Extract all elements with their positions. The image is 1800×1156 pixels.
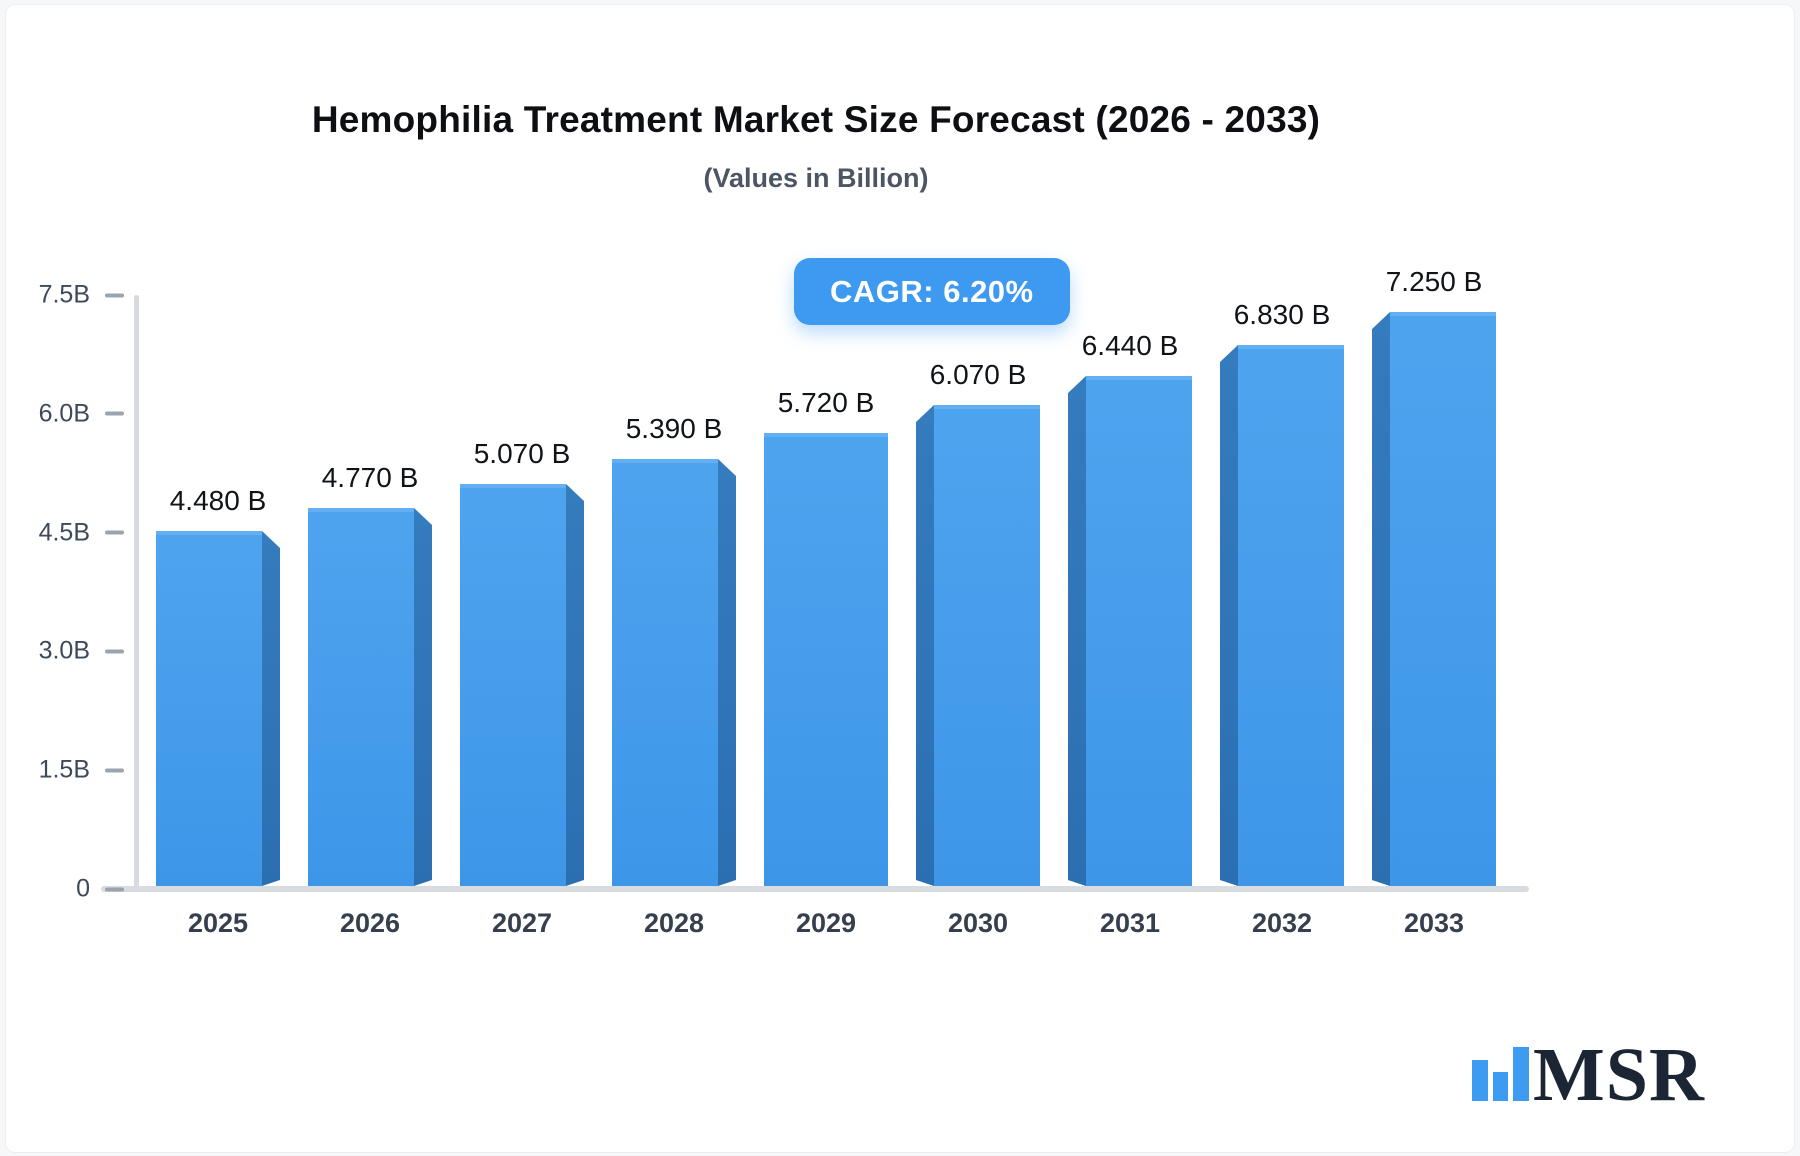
y-axis-tick-label: 6.0B [38,399,90,428]
y-axis-tick-label: 3.0B [38,636,90,665]
bar-side-face [414,508,432,886]
bar-value-label: 4.770 B [321,462,419,493]
y-axis-tick-label: 1.5B [38,755,90,784]
cagr-badge-label: CAGR: 6.20% [830,273,1034,309]
bar-side-face [1068,376,1086,886]
y-axis-tick: 0 [32,875,124,904]
bar-2032: 6.830 B [1220,285,1344,886]
bar-2026: 4.770 B [308,448,432,886]
y-axis-tick-mark [105,649,124,654]
x-axis-baseline [101,886,1529,892]
bar-value-label: 6.440 B [1081,330,1179,361]
bar-front-face [308,508,414,886]
x-axis-label: 2031 [1099,908,1161,938]
bar-2030: 6.070 B [916,345,1040,886]
bar-front-face [764,433,888,886]
bar-value-label: 5.720 B [777,387,875,418]
chart-title: Hemophilia Treatment Market Size Forecas… [311,99,1321,140]
bar-front-face [1238,345,1344,886]
y-axis-tick-mark [105,768,124,773]
bar-value-label: 5.070 B [473,438,571,469]
bar-2028: 5.390 B [612,399,736,886]
y-axis-line [134,295,139,891]
y-axis-tick: 4.5B [32,518,124,547]
bar-value-label: 6.830 B [1233,299,1331,330]
x-axis-label: 2028 [643,908,705,938]
x-axis-label: 2026 [339,908,401,938]
y-axis-tick-mark [105,887,124,891]
bar-side-face [566,484,584,886]
logo-text: MSR [1533,1033,1705,1117]
bar-side-face [1220,345,1238,886]
bar-2027: 5.070 B [460,424,584,886]
chart-header: Hemophilia Treatment Market Size Forecas… [6,99,1626,194]
msr-logo: MSR [1472,1033,1705,1117]
x-axis-label: 2029 [795,908,857,938]
plot-area: 4.480 B 4.770 B 5.070 B 5.390 B 5.720 B 6.070… [156,245,1496,886]
y-axis-tick-label: 4.5B [38,518,90,547]
bar-front-face [612,459,718,886]
bar-value-label: 7.250 B [1385,266,1483,297]
bar-2031: 6.440 B [1068,316,1192,886]
x-axis-label: 2030 [947,908,1009,938]
chart-card: Hemophilia Treatment Market Size Forecas… [5,4,1795,1153]
y-axis-tick: 6.0B [32,399,124,428]
bar-value-label: 6.070 B [929,359,1027,390]
bar-side-face [916,405,934,886]
y-axis-tick-mark [105,530,124,535]
bar-2025: 4.480 B [156,471,280,886]
y-axis-tick-mark [105,411,124,416]
bar-front-face [934,405,1040,886]
bar-2033: 7.250 B [1372,252,1496,886]
bar-chart-icon [1472,1046,1529,1101]
bar-front-face [1390,312,1496,886]
bar-2029: 5.720 B [764,373,888,886]
y-axis-tick-mark [105,293,124,297]
x-axis-label: 2032 [1251,908,1313,938]
x-axis-label: 2033 [1403,908,1465,938]
bar-front-face [156,531,262,886]
y-axis-tick: 1.5B [32,756,124,785]
bar-side-face [262,531,280,886]
bar-value-label: 5.390 B [625,413,723,444]
x-axis-label: 2025 [187,908,249,938]
x-axis-label: 2027 [491,908,553,938]
bar-value-label: 4.480 B [169,485,267,516]
y-axis-tick: 7.5B [32,281,124,310]
bar-side-face [718,459,736,886]
bar-front-face [1086,376,1192,886]
bar-front-face [460,484,566,886]
chart-subtitle: (Values in Billion) [703,163,929,193]
y-axis-tick-label: 0 [76,874,90,903]
cagr-badge: CAGR: 6.20% [794,258,1070,325]
y-axis-tick-label: 7.5B [38,280,90,309]
bar-side-face [1372,312,1390,886]
y-axis-tick: 3.0B [32,637,124,666]
